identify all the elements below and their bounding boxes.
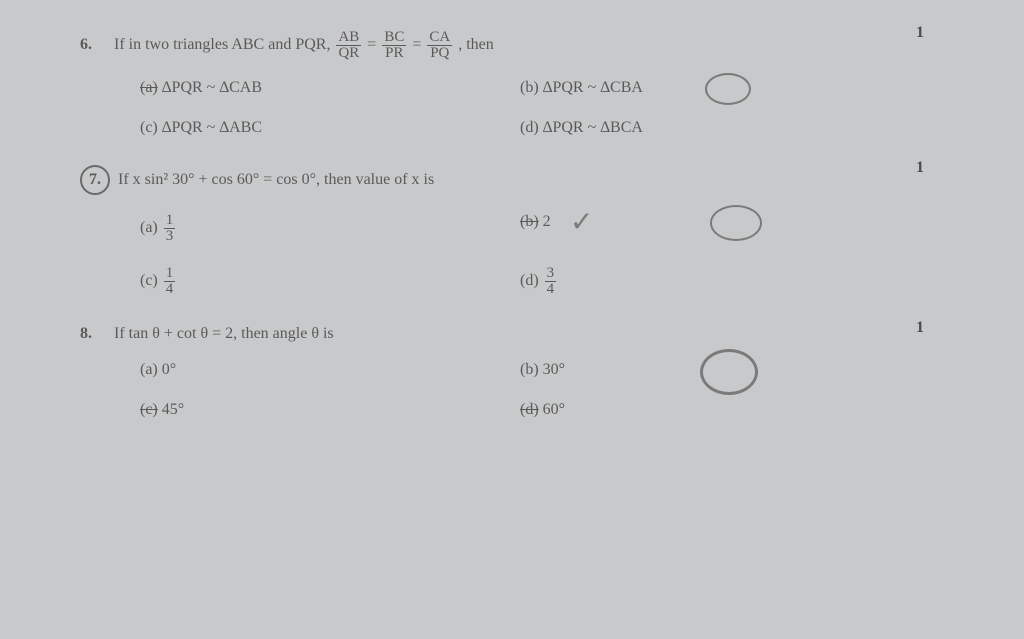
q6-lead: If in two triangles ABC and PQR, (114, 36, 330, 53)
question-8: 8. If tan θ + cot θ = 2, then angle θ is… (80, 325, 964, 343)
question-7: 7. If x sin² 30° + cos 60° = cos 0°, the… (80, 165, 964, 195)
q7-number-circled: 7. (80, 165, 110, 195)
q7-opt-a: (a) 1 3 (140, 213, 520, 244)
q6-opt-c-label: (c) (140, 119, 158, 136)
q8-opt-c: (c) 45° (140, 401, 520, 419)
q7-text: If x sin² 30° + cos 60° = cos 0°, then v… (118, 171, 434, 188)
q8-opt-c-label: (c) (140, 401, 158, 418)
q6-number: 6. (80, 36, 110, 54)
q8-opt-d-label: (d) (520, 401, 539, 418)
q8-opt-b-text: 30° (543, 361, 565, 378)
q6-trail: , then (458, 36, 494, 53)
q8-opt-d: (d) 60° (520, 401, 900, 419)
q8-opt-a-text: 0° (162, 361, 176, 378)
q6-opt-d: (d) ∆PQR ~ ∆BCA (520, 119, 900, 137)
q7-opt-c-label: (c) (140, 272, 158, 289)
pen-check-icon: ✓ (570, 205, 593, 239)
exam-page: 6. If in two triangles ABC and PQR, AB Q… (0, 0, 1024, 477)
q7-opt-d: (d) 3 4 (520, 266, 900, 297)
q8-text: If tan θ + cot θ = 2, then angle θ is (114, 325, 334, 342)
q8-marks: 1 (916, 319, 924, 337)
q6-opt-a-label: (a) (140, 79, 158, 96)
q7-marks: 1 (916, 159, 924, 177)
q6-frac2: BC PR (382, 30, 406, 61)
q6-opt-b-text: ∆PQR ~ ∆CBA (543, 79, 643, 96)
q7-opt-c: (c) 1 4 (140, 266, 520, 297)
q8-opt-c-text: 45° (162, 401, 184, 418)
q6-opt-d-label: (d) (520, 119, 539, 136)
q7-options: (a) 1 3 (b) 2 ✓ (c) 1 4 (d) 3 4 (140, 213, 964, 297)
q6-opt-b: (b) ∆PQR ~ ∆CBA (520, 79, 900, 97)
q7-opt-d-frac: 3 4 (545, 266, 557, 297)
q8-opt-a: (a) 0° (140, 361, 520, 379)
q7-opt-b-text: 2 (543, 213, 551, 230)
q7-opt-d-label: (d) (520, 272, 539, 289)
question-6: 6. If in two triangles ABC and PQR, AB Q… (80, 30, 964, 61)
q7-opt-a-label: (a) (140, 219, 158, 236)
q8-opt-d-text: 60° (543, 401, 565, 418)
q8-options: (a) 0° (b) 30° (c) 45° (d) 60° (140, 361, 964, 419)
pen-oval-icon (710, 205, 762, 241)
q6-marks: 1 (916, 24, 924, 42)
q8-opt-b-label: (b) (520, 361, 539, 378)
q7-opt-c-frac: 1 4 (164, 266, 176, 297)
q8-opt-a-label: (a) (140, 361, 158, 378)
q6-options: (a) ∆PQR ~ ∆CAB (b) ∆PQR ~ ∆CBA (c) ∆PQR… (140, 79, 964, 137)
q6-opt-b-label: (b) (520, 79, 539, 96)
q7-opt-b: (b) 2 ✓ (520, 213, 900, 244)
q8-opt-b: (b) 30° (520, 361, 900, 379)
q6-opt-a-text: ∆PQR ~ ∆CAB (162, 79, 262, 96)
q6-opt-d-text: ∆PQR ~ ∆BCA (543, 119, 643, 136)
q6-frac1: AB QR (336, 30, 361, 61)
q8-number: 8. (80, 325, 110, 343)
q7-opt-a-frac: 1 3 (164, 213, 176, 244)
pen-oval-icon (705, 73, 751, 105)
q6-opt-a: (a) ∆PQR ~ ∆CAB (140, 79, 520, 97)
q7-opt-b-label: (b) (520, 213, 539, 230)
q6-frac3: CA PQ (427, 30, 452, 61)
q6-opt-c-text: ∆PQR ~ ∆ABC (162, 119, 262, 136)
q6-opt-c: (c) ∆PQR ~ ∆ABC (140, 119, 520, 137)
pen-circle-icon (700, 349, 758, 395)
